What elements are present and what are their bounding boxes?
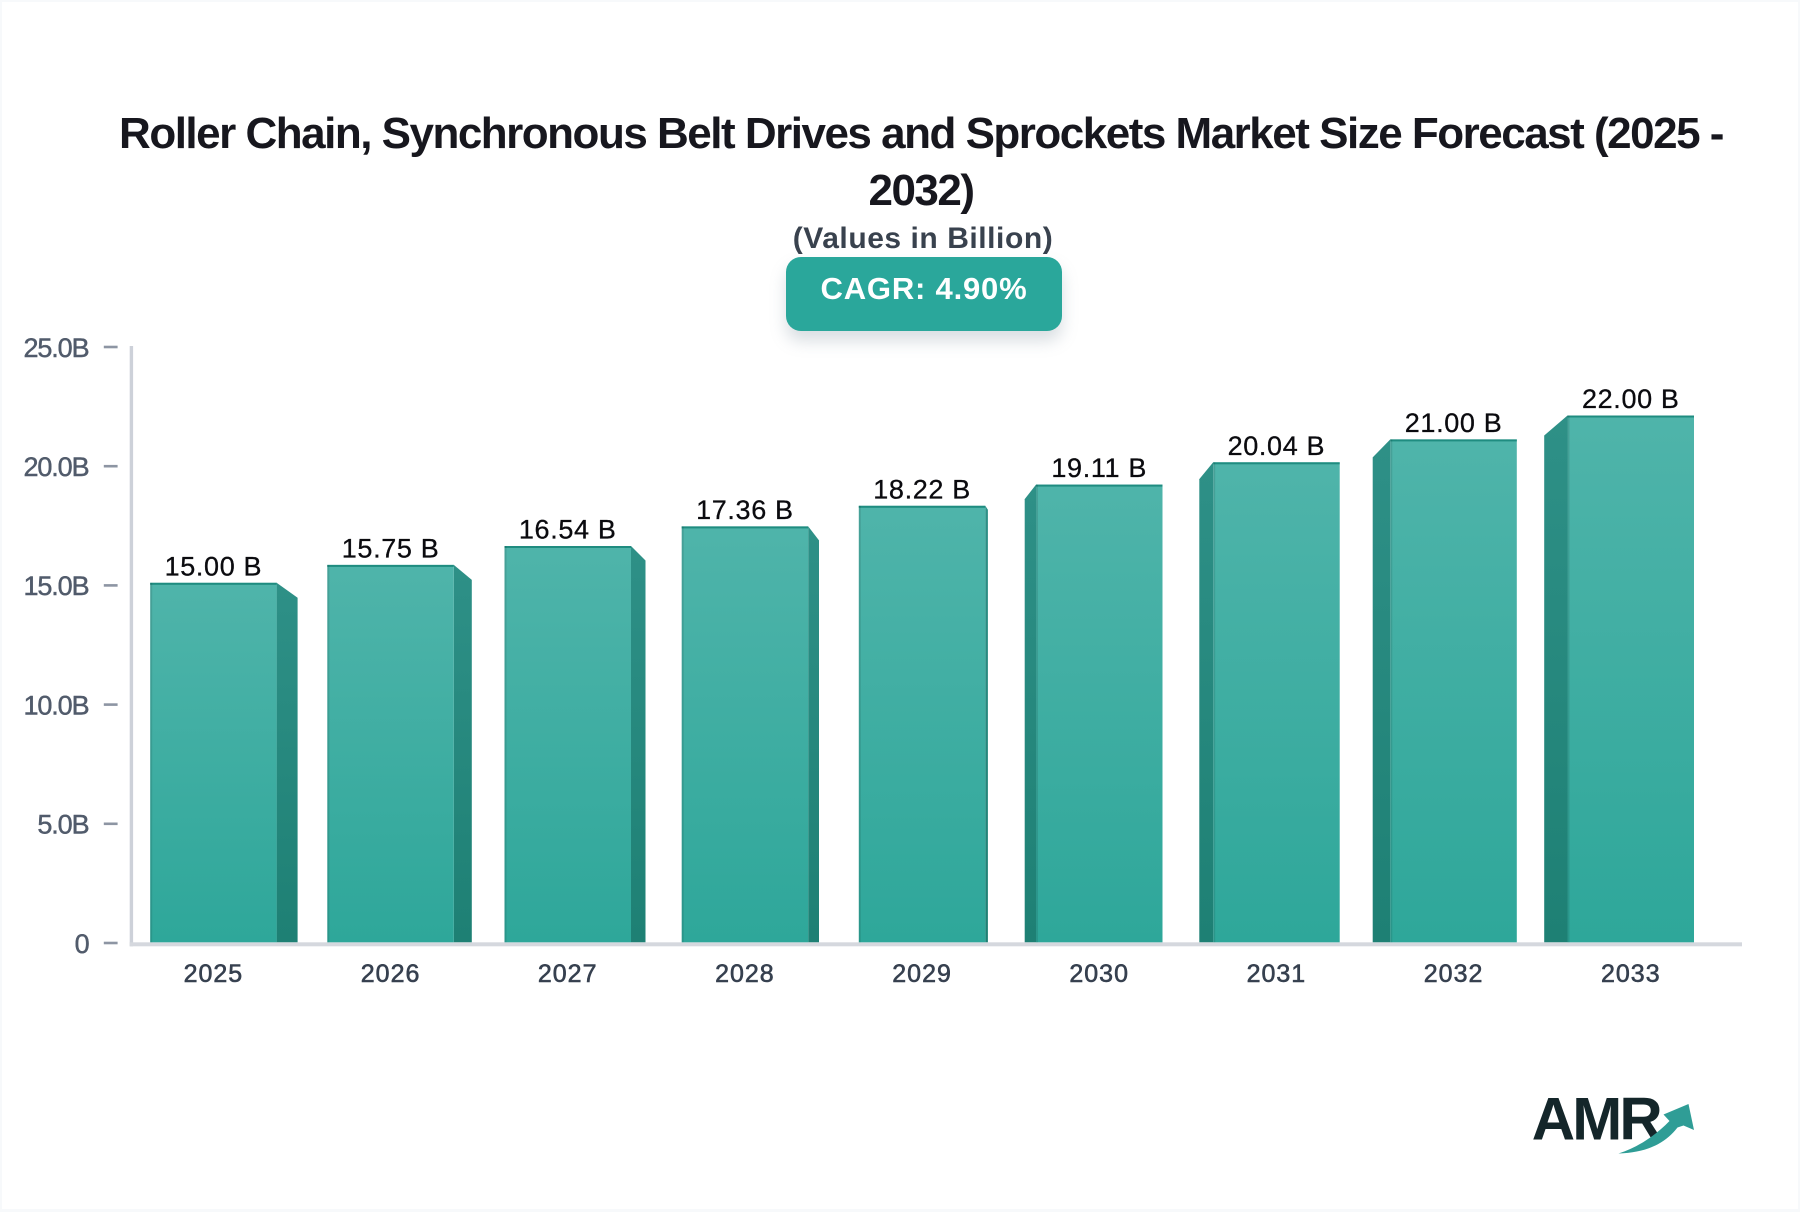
- svg-text:19.11 B: 19.11 B: [1051, 453, 1147, 483]
- svg-text:15.00 B: 15.00 B: [165, 551, 263, 581]
- svg-text:AMR: AMR: [1532, 1086, 1663, 1153]
- svg-text:25.0B: 25.0B: [23, 333, 88, 363]
- svg-text:2032: 2032: [1424, 960, 1484, 988]
- svg-text:22.00 B: 22.00 B: [1582, 384, 1680, 414]
- svg-text:0: 0: [75, 929, 89, 959]
- svg-text:20.0B: 20.0B: [23, 452, 88, 482]
- svg-text:18.22 B: 18.22 B: [873, 474, 971, 504]
- svg-text:2031: 2031: [1247, 960, 1307, 988]
- svg-text:2028: 2028: [715, 960, 775, 988]
- svg-text:10.0B: 10.0B: [23, 690, 88, 720]
- svg-text:15.75 B: 15.75 B: [342, 533, 440, 563]
- svg-text:2033: 2033: [1601, 960, 1661, 988]
- svg-text:2027: 2027: [538, 960, 598, 988]
- svg-text:21.00 B: 21.00 B: [1405, 408, 1503, 438]
- svg-text:2025: 2025: [184, 960, 244, 988]
- svg-text:15.0B: 15.0B: [23, 571, 88, 601]
- svg-text:2029: 2029: [892, 960, 952, 988]
- svg-text:17.36 B: 17.36 B: [696, 495, 794, 525]
- svg-text:2030: 2030: [1069, 960, 1129, 988]
- svg-text:5.0B: 5.0B: [37, 810, 88, 840]
- svg-text:20.04 B: 20.04 B: [1228, 431, 1326, 461]
- svg-text:16.54 B: 16.54 B: [519, 515, 617, 545]
- svg-text:2026: 2026: [361, 960, 421, 988]
